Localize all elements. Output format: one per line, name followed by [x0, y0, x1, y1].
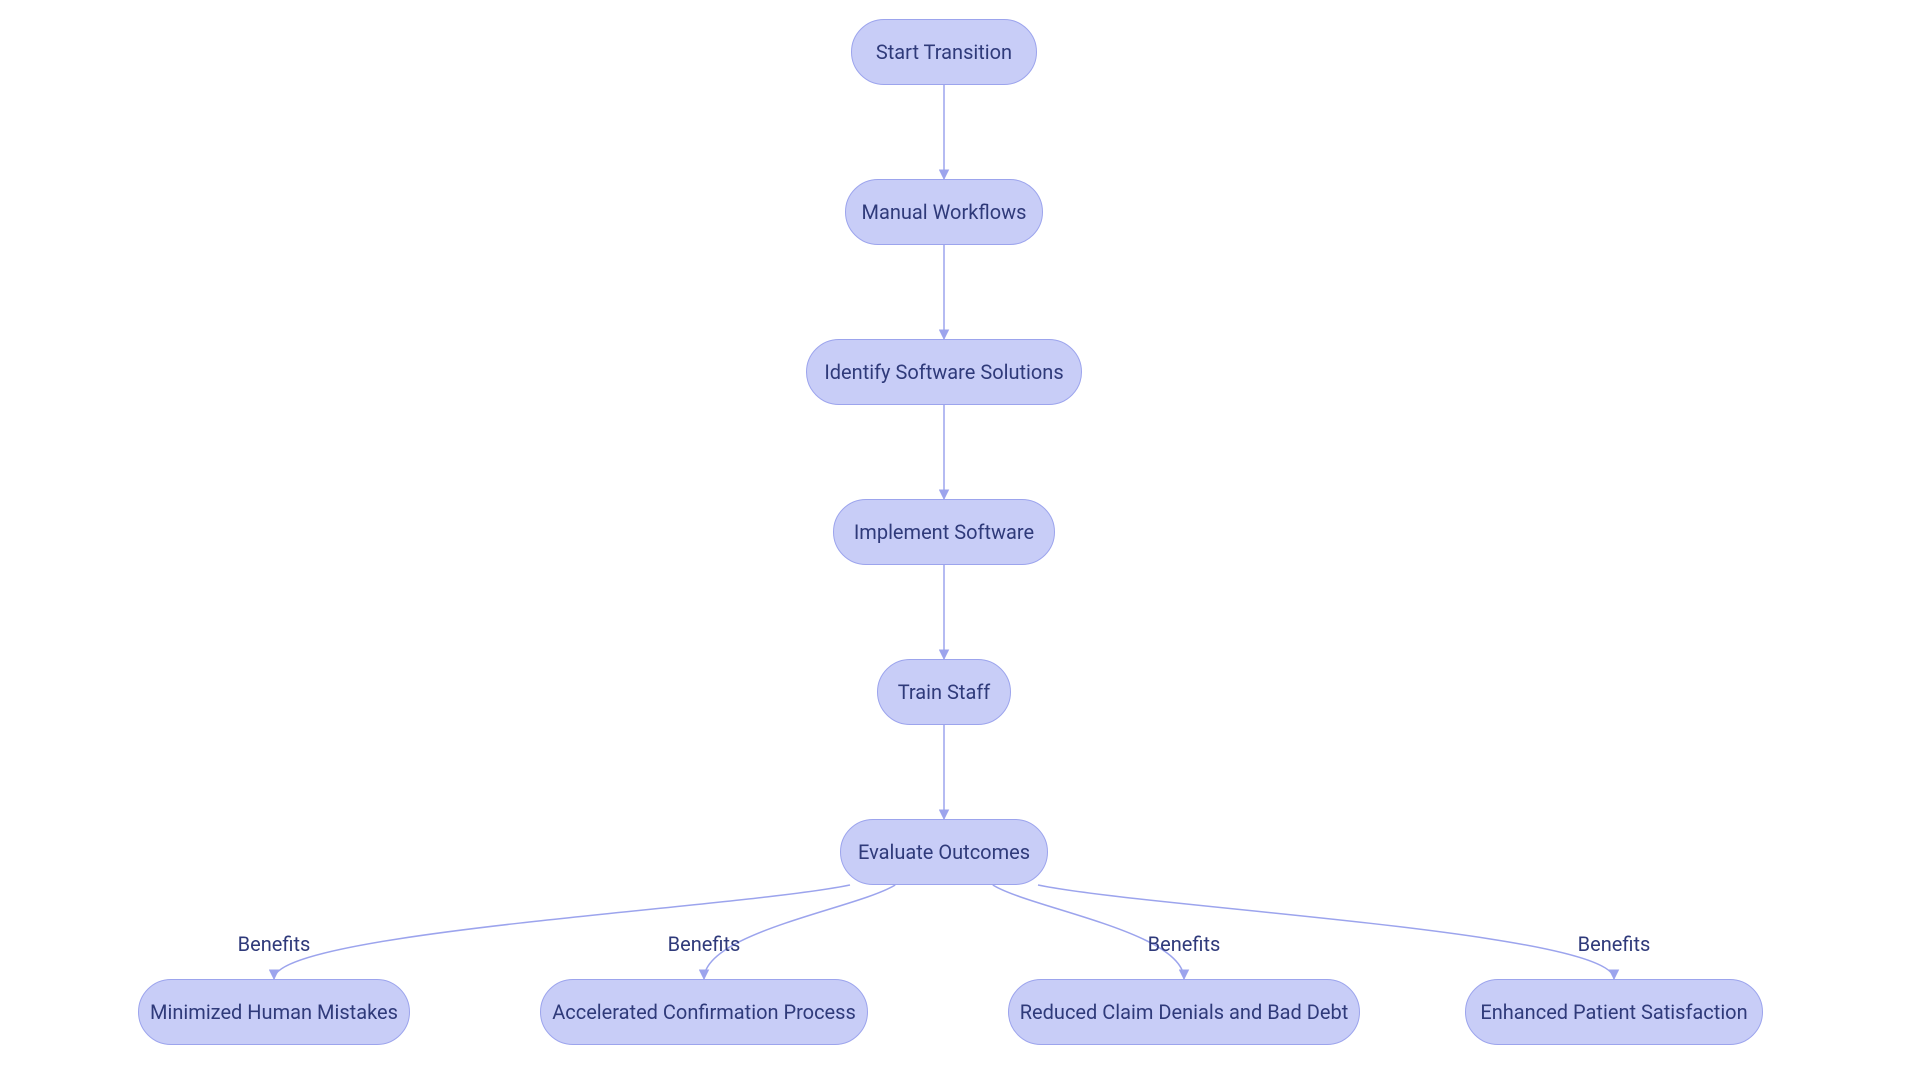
node-label: Identify Software Solutions	[824, 360, 1063, 384]
flowchart-edge	[1038, 885, 1614, 979]
flowchart-node: Minimized Human Mistakes	[138, 979, 410, 1045]
node-label: Train Staff	[898, 680, 991, 704]
flowchart-node: Enhanced Patient Satisfaction	[1465, 979, 1763, 1045]
node-label: Reduced Claim Denials and Bad Debt	[1020, 1000, 1349, 1024]
flowchart-node: Reduced Claim Denials and Bad Debt	[1008, 979, 1360, 1045]
flowchart-canvas: Start Transition Manual Workflows Identify…	[0, 0, 1920, 1083]
edge-label-text: Benefits	[1578, 932, 1651, 956]
edge-label-text: Benefits	[668, 932, 741, 956]
node-label: Accelerated Confirmation Process	[552, 1000, 856, 1024]
flowchart-node: Identify Software Solutions	[806, 339, 1082, 405]
edge-label: Benefits	[1148, 932, 1221, 956]
node-label: Evaluate Outcomes	[858, 840, 1030, 864]
flowchart-node: Start Transition	[851, 19, 1037, 85]
node-label: Enhanced Patient Satisfaction	[1480, 1000, 1747, 1024]
flowchart-node: Implement Software	[833, 499, 1055, 565]
flowchart-edge	[274, 885, 850, 979]
edge-label-text: Benefits	[1148, 932, 1221, 956]
edge-label: Benefits	[668, 932, 741, 956]
flowchart-node: Train Staff	[877, 659, 1011, 725]
node-label: Implement Software	[854, 520, 1034, 544]
edge-label-text: Benefits	[238, 932, 311, 956]
edge-label: Benefits	[1578, 932, 1651, 956]
flowchart-node: Manual Workflows	[845, 179, 1043, 245]
node-label: Manual Workflows	[862, 200, 1027, 224]
node-label: Minimized Human Mistakes	[150, 1000, 398, 1024]
flowchart-node: Evaluate Outcomes	[840, 819, 1048, 885]
edge-label: Benefits	[238, 932, 311, 956]
flowchart-node: Accelerated Confirmation Process	[540, 979, 868, 1045]
node-label: Start Transition	[876, 40, 1012, 64]
